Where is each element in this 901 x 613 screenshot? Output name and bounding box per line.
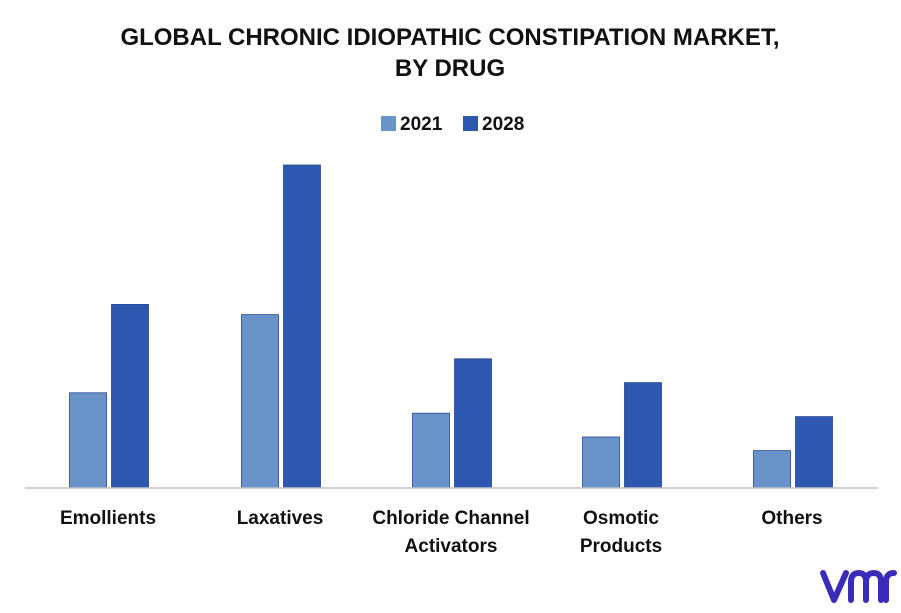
vmr-logo xyxy=(820,569,897,603)
legend-label-2021: 2021 xyxy=(400,114,443,135)
bar-osmotic-products-2028 xyxy=(624,382,662,489)
bar-others-2028 xyxy=(795,416,833,489)
category-label: Activators xyxy=(405,536,498,557)
category-label: Emollients xyxy=(60,508,156,529)
bar-laxatives-2028 xyxy=(283,164,321,489)
bar-emollients-2028 xyxy=(111,303,149,489)
bar-others-2021 xyxy=(753,450,791,489)
bar-emollients-2021 xyxy=(69,392,107,489)
category-labels: Emollients Laxatives Chloride Channel Activ… xyxy=(60,508,823,557)
legend-swatch-2021 xyxy=(381,116,396,131)
chart-title-line: GLOBAL CHRONIC IDIOPATHIC CONSTIPATION M… xyxy=(120,24,779,51)
category-label: Laxatives xyxy=(237,508,324,529)
bar-laxatives-2021 xyxy=(241,314,279,489)
legend-label-2028: 2028 xyxy=(482,114,524,135)
chart-title: GLOBAL CHRONIC IDIOPATHIC CONSTIPATION M… xyxy=(120,24,779,82)
bar-chloride-channel-activators-2021 xyxy=(412,412,450,489)
category-label: Others xyxy=(761,508,822,529)
bars xyxy=(69,164,833,489)
legend-swatch-2028 xyxy=(463,116,478,131)
legend: 2021 2028 xyxy=(381,114,524,135)
bar-osmotic-products-2021 xyxy=(582,436,620,489)
bar-chloride-channel-activators-2028 xyxy=(454,358,492,489)
chart-title-line: BY DRUG xyxy=(395,55,505,82)
category-label: Chloride Channel xyxy=(372,508,529,529)
category-label: Products xyxy=(580,536,662,557)
category-label: Osmotic xyxy=(583,508,659,529)
